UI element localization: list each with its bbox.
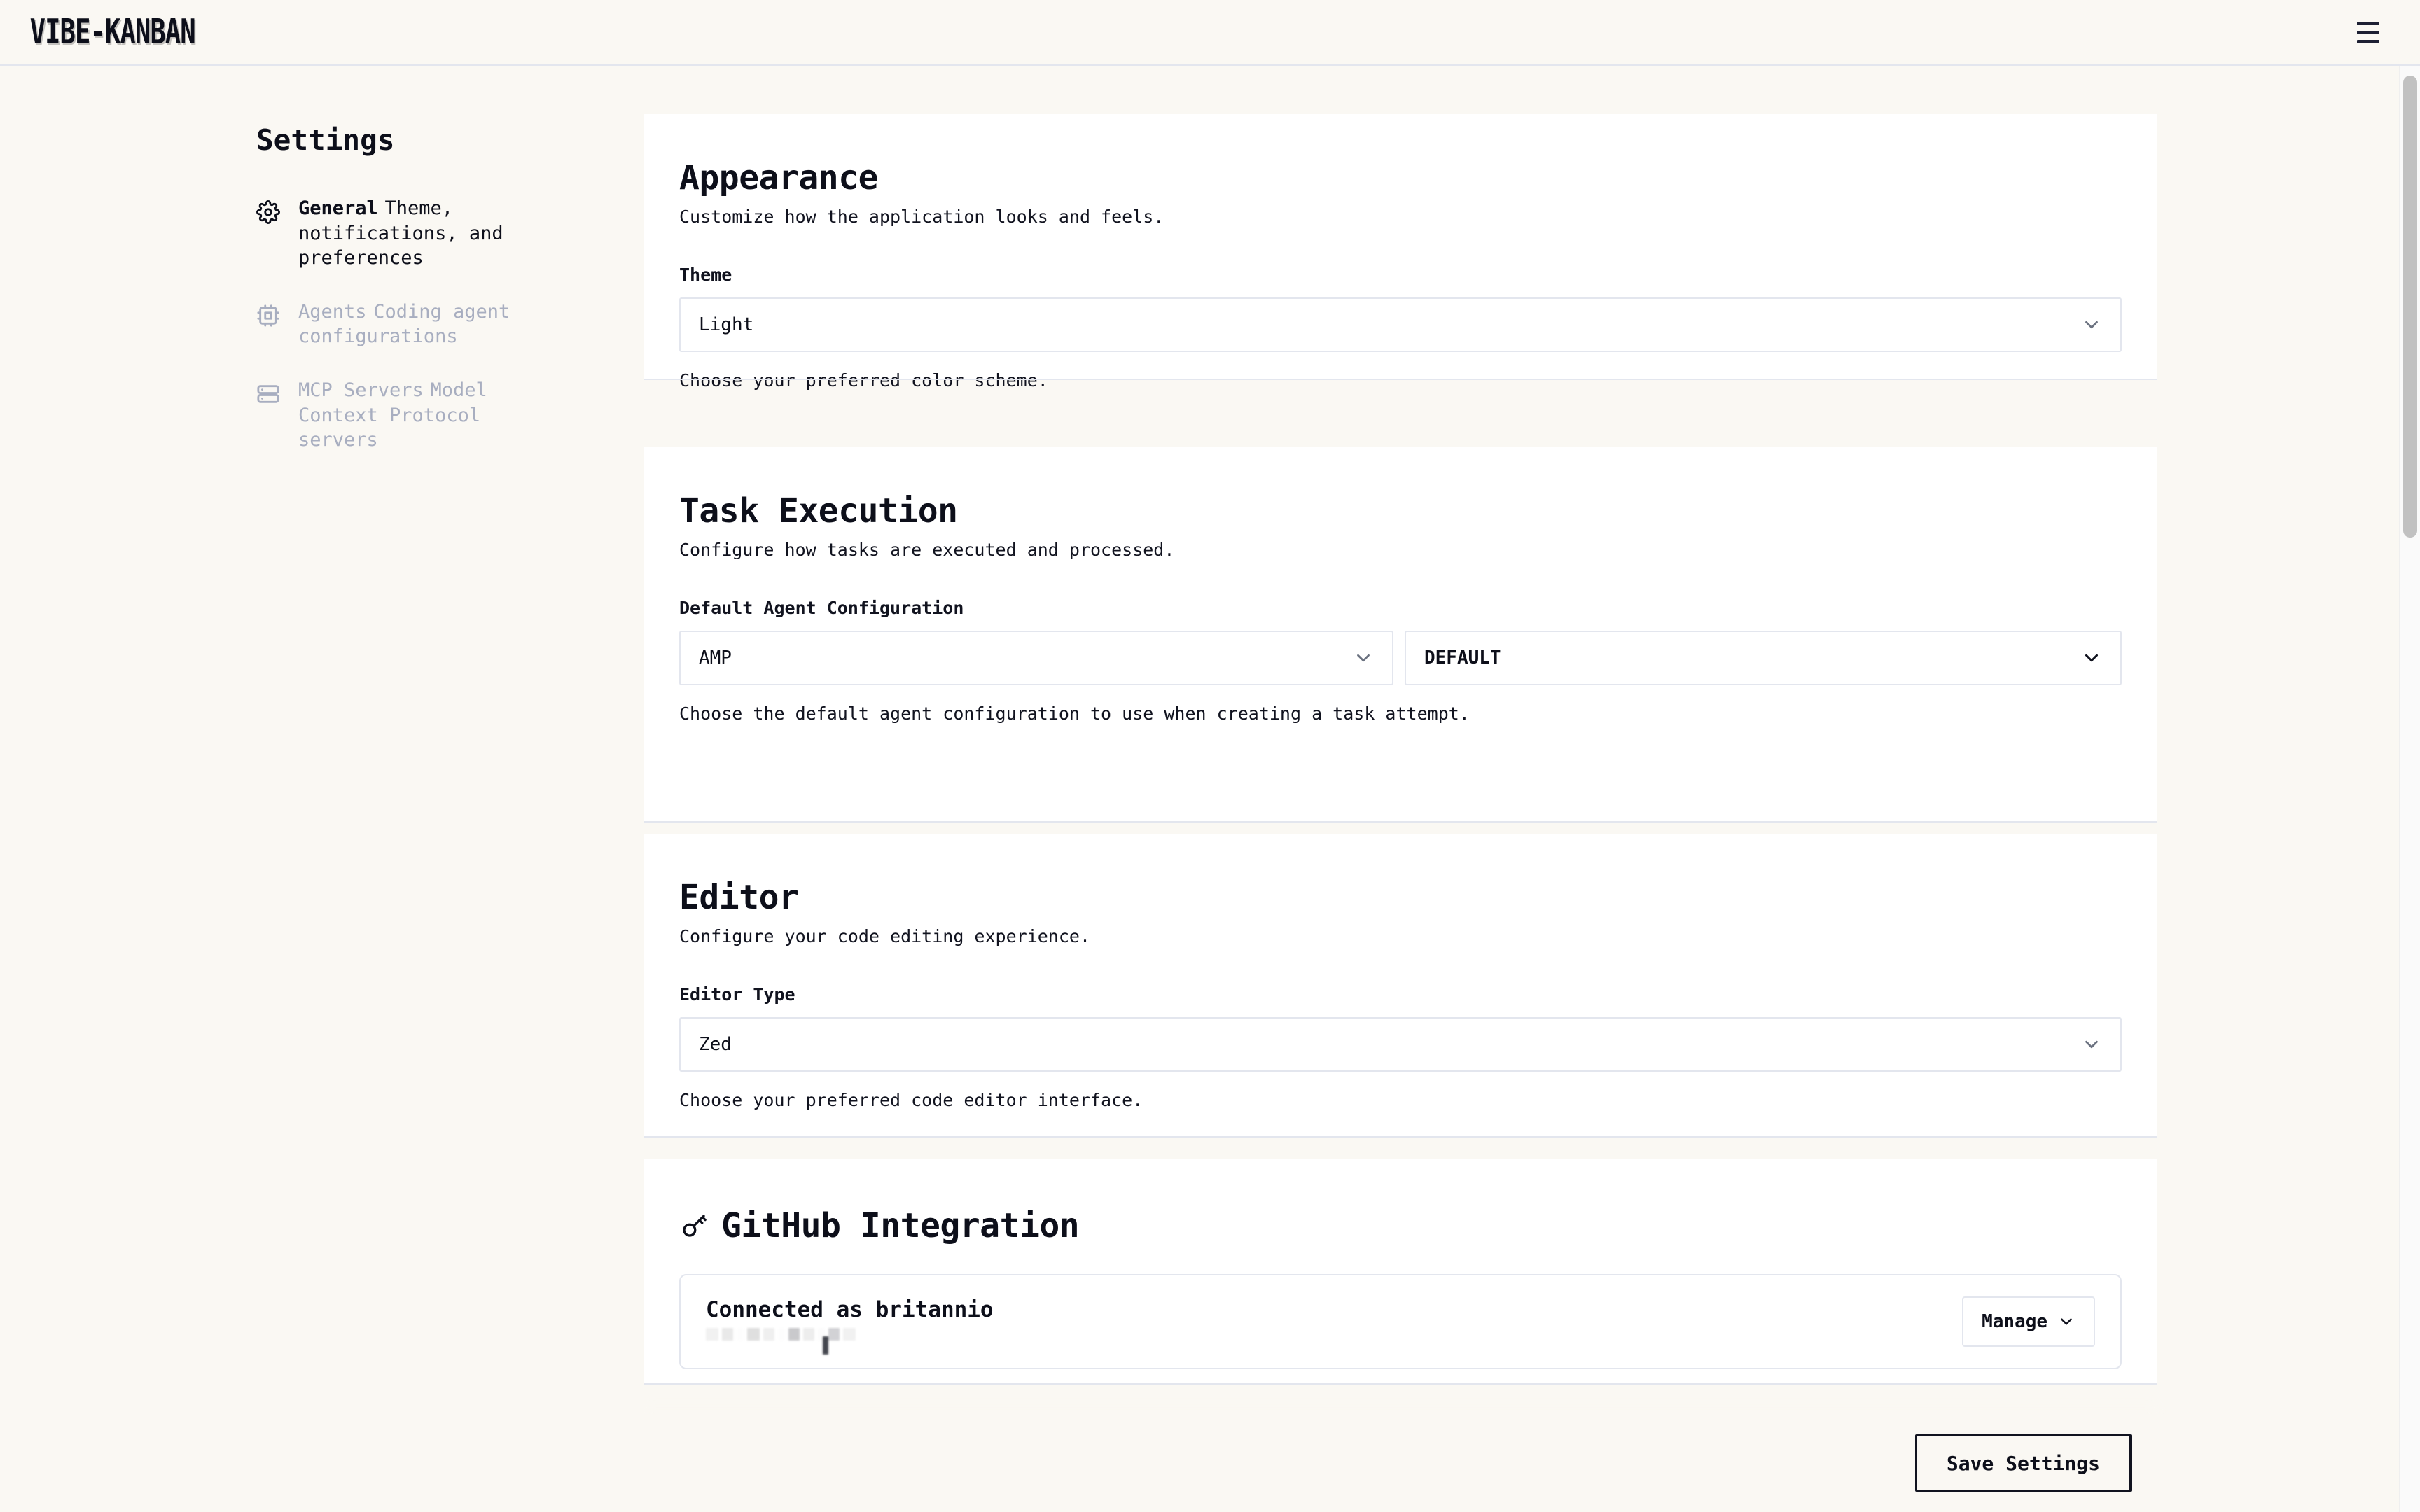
card-divider-1 [644,379,2157,380]
settings-content: Appearance Customize how the application… [644,66,2381,1512]
sidebar-item-mcp-desc: Model Context Protocol servers [298,379,487,451]
save-settings-button[interactable]: Save Settings [1914,1434,2132,1492]
task-execution-subtitle: Configure how tasks are executed and pro… [679,540,1175,561]
appearance-heading: Appearance [679,158,878,197]
sidebar-item-general[interactable]: General Theme, notifications, and prefer… [256,196,602,270]
default-agent-label: Default Agent Configuration [679,598,964,619]
agent-variant-select[interactable]: DEFAULT [1405,631,2122,686]
server-icon [256,382,280,406]
card-divider-4 [644,1383,2157,1385]
sidebar-item-mcp-label: MCP Servers [298,379,424,402]
theme-help: Choose your preferred color scheme. [679,370,1048,391]
chevron-down-icon [2057,1312,2075,1331]
agent-select-row: AMP DEFAULT [679,631,2122,686]
chevron-down-icon [1353,648,1374,668]
settings-sidebar: Settings General Theme, notifications, a… [0,66,644,482]
sidebar-item-agents-label: Agents [298,300,367,323]
sidebar-item-agents-desc: Coding agent configurations [298,300,510,348]
github-account-info: Connected as britannio [706,1297,994,1355]
appearance-subtitle: Customize how the application looks and … [679,206,1164,227]
appearance-card: Appearance Customize how the application… [644,114,2157,391]
gear-icon [256,200,280,224]
card-divider-3 [644,1136,2157,1138]
manage-github-button[interactable]: Manage [1962,1296,2095,1348]
editor-type-select[interactable]: Zed [679,1017,2122,1072]
sidebar-item-general-label: General [298,197,378,219]
agent-select-value: AMP [699,648,732,669]
theme-select[interactable]: Light [679,298,2122,353]
task-execution-heading: Task Execution [679,491,958,531]
app-header: VIBE-KANBAN [0,0,2420,66]
chevron-down-icon [2081,314,2102,335]
editor-subtitle: Configure your code editing experience. [679,926,1090,947]
menu-bar-1 [2357,21,2379,25]
editor-type-help: Choose your preferred code editor interf… [679,1090,1143,1111]
github-connected-as: Connected as britannio [706,1297,994,1323]
chevron-down-icon [2081,648,2102,668]
github-integration-card: GitHub Integration Connected as britanni… [644,1159,2157,1383]
editor-type-label: Editor Type [679,984,795,1005]
menu-bar-3 [2357,39,2379,43]
sidebar-item-general-desc: Theme, notifications, and preferences [298,197,503,269]
save-bar: Save Settings [644,1414,2381,1512]
scrollbar-thumb[interactable] [2403,76,2417,538]
card-divider-2 [644,821,2157,822]
sidebar-item-mcp-servers[interactable]: MCP Servers Model Context Protocol serve… [256,378,602,452]
settings-page: Settings General Theme, notifications, a… [0,66,2420,1512]
github-email-redacted [706,1328,994,1355]
hamburger-menu-icon[interactable] [2350,14,2386,50]
editor-type-value: Zed [699,1034,732,1056]
theme-select-value: Light [699,314,754,336]
cpu-chip-icon [256,304,280,328]
page-title: Settings [256,123,395,157]
chevron-down-icon [2081,1034,2102,1055]
manage-button-label: Manage [1982,1311,2047,1333]
sidebar-item-agents[interactable]: Agents Coding agent configurations [256,300,602,349]
page-scrollbar[interactable] [2399,66,2420,1512]
agent-select[interactable]: AMP [679,631,1393,686]
task-execution-card: Task Execution Configure how tasks are e… [644,447,2157,821]
github-account-box: Connected as britannio [679,1274,2122,1370]
agent-help: Choose the default agent configuration t… [679,704,1470,724]
editor-heading: Editor [679,878,799,917]
theme-label: Theme [679,265,732,286]
github-heading: GitHub Integration [679,1208,2122,1243]
brand-logo: VIBE-KANBAN [29,12,196,52]
agent-variant-value: DEFAULT [1424,648,1501,669]
editor-card: Editor Configure your code editing exper… [644,834,2157,1136]
key-icon [679,1211,709,1240]
menu-bar-2 [2357,30,2379,34]
